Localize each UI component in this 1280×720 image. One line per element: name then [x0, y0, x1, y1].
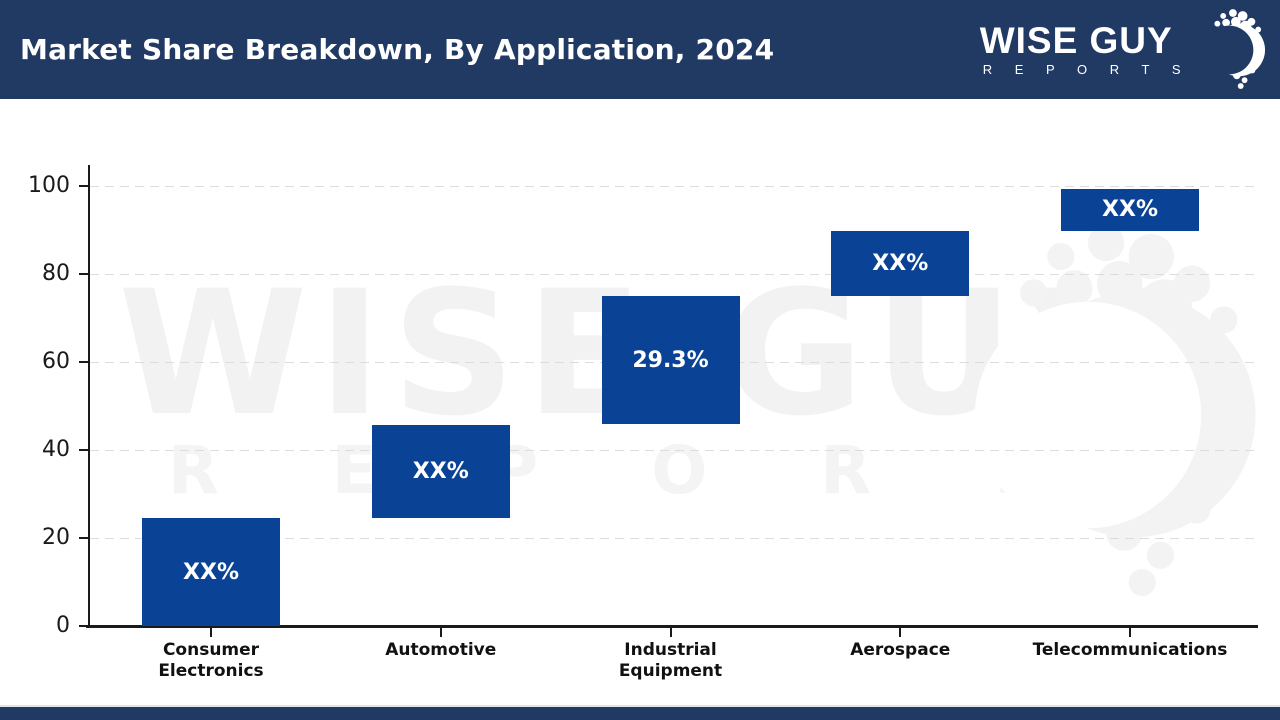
footer-bar [0, 705, 1280, 720]
y-axis-line [88, 165, 90, 627]
bar-automotive: XX% [371, 424, 510, 519]
y-tick-mark [79, 185, 88, 187]
x-tick-label: Telecommunications [1032, 640, 1228, 660]
bar-value-label: XX% [412, 459, 469, 485]
gridline [90, 537, 1256, 539]
logo-text: WISE GUY R E P O R T S [980, 22, 1190, 77]
bar-industrial-equipment: 29.3% [601, 295, 740, 425]
header-bar: Market Share Breakdown, By Application, … [0, 0, 1280, 99]
x-axis-line [86, 625, 1258, 628]
bar-aerospace: XX% [831, 230, 970, 296]
bar-value-label: XX% [872, 250, 929, 276]
y-tick-mark [79, 273, 88, 275]
bar-telecommunications: XX% [1061, 188, 1199, 231]
y-tick-label: 100 [28, 173, 70, 198]
y-tick-mark [79, 361, 88, 363]
y-tick-label: 80 [42, 261, 70, 286]
bar-value-label: XX% [183, 559, 239, 585]
y-tick-label: 60 [42, 349, 70, 374]
wise-guy-logo: WISE GUY R E P O R T S [980, 8, 1266, 92]
bar-consumer-electronics: XX% [142, 518, 280, 626]
x-tick-label: Automotive [385, 640, 497, 660]
y-tick-label: 0 [56, 613, 70, 638]
y-tick-mark [79, 449, 88, 451]
logo-brand-subtitle: R E P O R T S [982, 62, 1190, 77]
bar-value-label: 29.3% [632, 347, 709, 373]
x-tick-mark [899, 628, 902, 637]
x-tick-mark [1129, 628, 1131, 637]
page-title: Market Share Breakdown, By Application, … [20, 33, 775, 66]
gridline [90, 449, 1256, 451]
x-tick-label: Aerospace [850, 640, 951, 660]
x-tick-mark [439, 628, 442, 637]
x-tick-mark [210, 628, 212, 637]
logo-brand-name: WISE GUY [979, 20, 1173, 61]
y-tick-label: 20 [42, 525, 70, 550]
y-tick-mark [79, 625, 88, 627]
gridline [90, 185, 1256, 187]
dotted-head-icon [1204, 8, 1266, 89]
bar-value-label: XX% [1102, 197, 1158, 223]
watermark-head-icon [974, 224, 1256, 597]
x-tick-mark [669, 628, 672, 637]
x-tick-label: Industrial Equipment [618, 640, 723, 681]
y-tick-mark [79, 537, 88, 539]
gridline [90, 273, 1256, 275]
chart-plot-area: 0 20 40 60 80 100 XX% XX% 29.3% XX% XX% Consumer E… [0, 99, 1280, 707]
x-tick-label: Consumer Electronics [158, 640, 264, 681]
y-tick-label: 40 [42, 437, 70, 462]
